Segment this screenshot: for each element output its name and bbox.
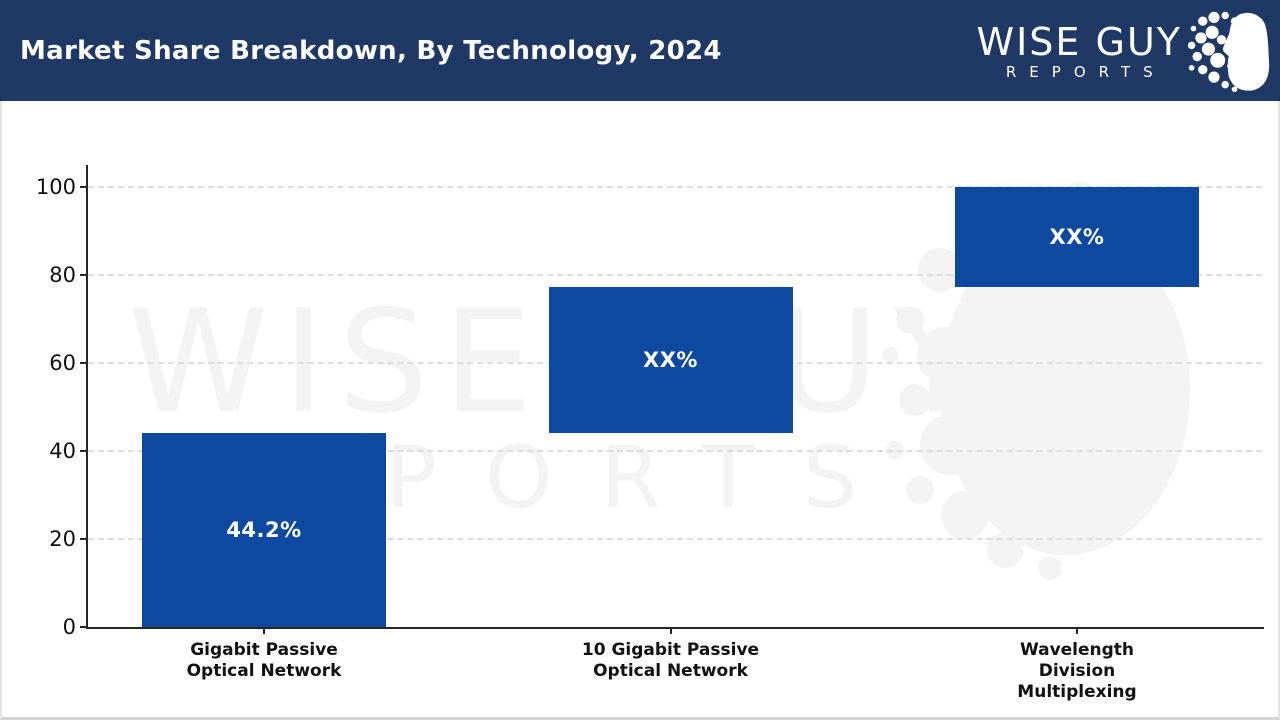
y-tick-mark — [80, 538, 87, 540]
y-tick-mark — [80, 626, 87, 628]
bar-segment: 44.2% — [142, 432, 386, 627]
brand-logo-text: WISE GUY REPORTS — [977, 20, 1182, 82]
dotted-head-profile-icon — [1187, 11, 1270, 93]
y-tick-label: 60 — [49, 351, 76, 375]
bar-value-label: XX% — [643, 347, 698, 372]
brand-subname: REPORTS — [1005, 63, 1166, 81]
y-tick-mark — [80, 186, 87, 188]
bar-value-label: XX% — [1049, 225, 1105, 250]
gridline — [88, 274, 1262, 276]
x-category-label: 10 Gigabit Passive Optical Network — [581, 640, 760, 681]
header-band: Market Share Breakdown, By Technology, 2… — [0, 0, 1280, 101]
x-tick-mark — [1076, 627, 1078, 634]
x-axis-line — [86, 627, 1264, 629]
y-axis-line — [86, 165, 88, 629]
y-tick-label: 0 — [62, 615, 76, 639]
x-category-label: Gigabit Passive Optical Network — [186, 640, 342, 681]
y-tick-label: 100 — [35, 175, 76, 199]
gridline — [88, 450, 1262, 452]
y-tick-label: 40 — [49, 439, 76, 463]
bar-segment: XX% — [548, 287, 793, 433]
chart-title: Market Share Breakdown, By Technology, 2… — [20, 35, 722, 66]
x-tick-mark — [669, 627, 672, 634]
brand-name: WISE GUY — [976, 20, 1182, 64]
gridline — [88, 538, 1262, 540]
y-tick-mark — [80, 450, 87, 452]
bar-segment: XX% — [955, 187, 1199, 288]
gridline — [88, 186, 1262, 188]
y-tick-mark — [80, 274, 87, 276]
y-tick-label: 80 — [49, 263, 76, 287]
bar-value-label: 44.2% — [226, 517, 302, 542]
x-category-label: Wavelength Division Multiplexing — [1017, 640, 1137, 702]
x-tick-mark — [263, 627, 265, 634]
brand-logo: WISE GUY REPORTS — [977, 6, 1270, 96]
y-tick-mark — [80, 362, 87, 364]
y-tick-label: 20 — [49, 527, 76, 551]
